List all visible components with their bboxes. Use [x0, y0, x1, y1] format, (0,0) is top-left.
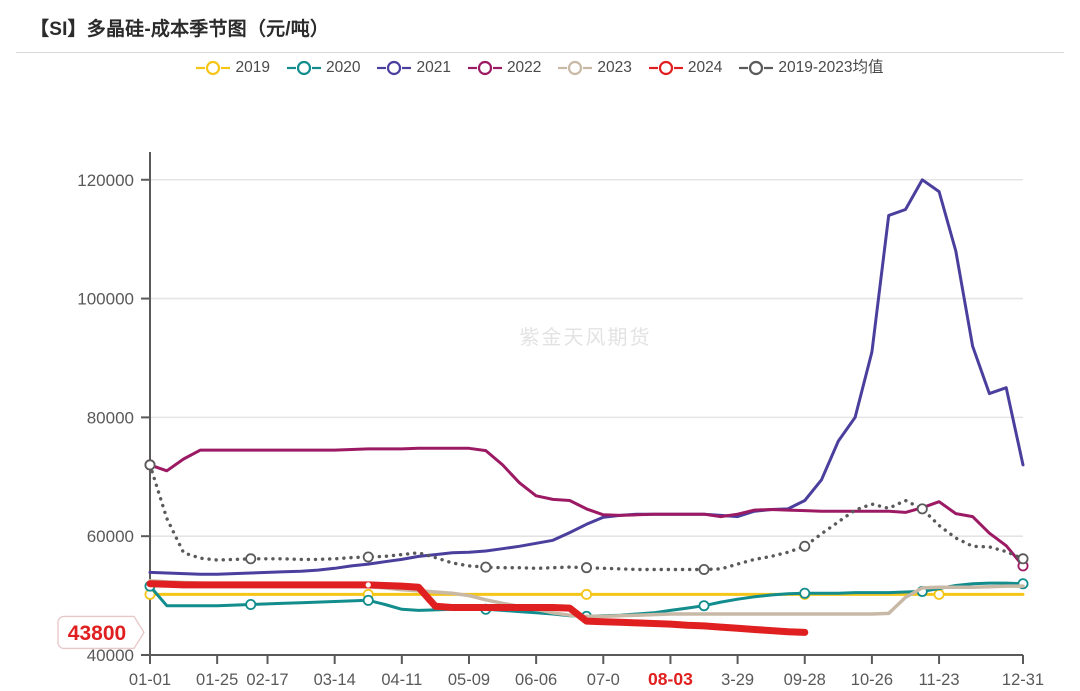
- data-series-layer: [144, 178, 1029, 636]
- x-tick-label: 01-25: [196, 671, 238, 689]
- y-tick-label: 40000: [87, 646, 134, 665]
- x-tick-label: 04-11: [381, 671, 422, 689]
- series-line-2022: [148, 446, 1025, 568]
- value-callout: 43800: [57, 615, 145, 650]
- series-line-2019-2023均值: [148, 463, 1025, 572]
- y-axis-ticks: 40000 60000 80000 100000 120000: [77, 171, 150, 665]
- series-marker-2020: [698, 600, 710, 612]
- x-tick-label: 02-17: [246, 671, 288, 689]
- series-line-2021: [148, 178, 1025, 576]
- series-marker-2019-2023均值: [362, 551, 374, 563]
- x-tick-label: 03-14: [314, 671, 356, 689]
- x-tick-label: 09-28: [784, 671, 826, 689]
- x-tick-label: 11-23: [919, 671, 960, 689]
- series-marker-2019-2023均值: [799, 540, 811, 552]
- series-marker-2020: [362, 594, 374, 606]
- series-marker-2020: [799, 587, 811, 599]
- series-line-2024: [146, 580, 809, 636]
- x-tick-label: 10-26: [851, 671, 893, 689]
- x-tick-label: 12-31: [1002, 671, 1044, 689]
- series-marker-2019-2023均值: [245, 553, 257, 565]
- series-marker-2019: [933, 588, 945, 600]
- x-tick-label: 01-01: [129, 671, 171, 689]
- header-divider: [16, 52, 1064, 53]
- series-marker-2019-2023均值: [698, 563, 710, 575]
- x-tick-label: 05-09: [448, 671, 490, 689]
- x-tick-label: 3-29: [721, 671, 754, 689]
- series-marker-2020: [245, 599, 257, 611]
- series-marker-2024: [365, 582, 371, 588]
- y-tick-label: 120000: [77, 171, 134, 190]
- callout-box: [57, 615, 145, 650]
- series-marker-2019-2023均值: [144, 459, 156, 471]
- series-marker-2019: [581, 588, 593, 600]
- gridlines: [150, 178, 1023, 537]
- y-tick-label: 80000: [87, 408, 134, 427]
- x-tick-label-highlight: 08-03: [648, 669, 693, 689]
- x-axis-ticks: 01-01 01-25 02-17 03-14 04-11 05-09 06-06 07-0 0…: [129, 655, 1044, 689]
- series-marker-2019-2023均值: [581, 562, 593, 574]
- series-marker-2019-2023均值: [916, 503, 928, 515]
- axis-lines: [149, 152, 1023, 656]
- x-tick-label: 07-0: [587, 671, 620, 689]
- series-marker-2019-2023均值: [1017, 553, 1029, 565]
- series-marker-2019-2023均值: [480, 561, 492, 573]
- x-tick-label: 06-06: [515, 671, 557, 689]
- callout-value: 43800: [68, 622, 126, 645]
- y-tick-label: 60000: [87, 527, 134, 546]
- watermark-text: 紫金天风期货: [520, 326, 652, 349]
- page-title: 【SI】多晶硅-成本季节图（元/吨）: [30, 19, 330, 40]
- y-tick-label: 100000: [77, 290, 134, 309]
